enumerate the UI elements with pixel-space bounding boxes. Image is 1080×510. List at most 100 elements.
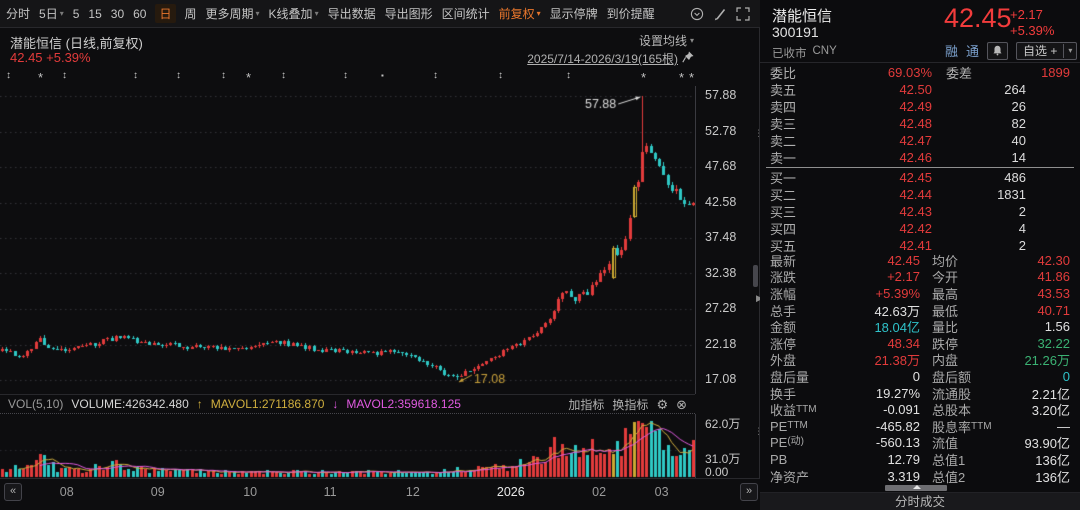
updown-marker-icon[interactable]: ↕ bbox=[281, 70, 286, 81]
toolbar-item-导出数据[interactable]: 导出数据 bbox=[328, 5, 376, 22]
ask-level-label: 卖四 bbox=[770, 100, 797, 115]
ask-price: 42.49 bbox=[899, 99, 932, 114]
bid-row[interactable]: 买五 42.41 2 bbox=[760, 237, 1080, 254]
ask-row[interactable]: 卖一 42.46 14 bbox=[760, 149, 1080, 166]
bid-row[interactable]: 买三 42.43 2 bbox=[760, 203, 1080, 220]
gear-icon[interactable]: ⚙ bbox=[656, 396, 669, 412]
stat-label: 总值1 bbox=[932, 452, 966, 468]
add-to-watchlist-button[interactable]: 自选 + ▾ bbox=[1016, 41, 1078, 60]
stat-label: 流值 bbox=[932, 436, 959, 452]
updown-marker-icon[interactable]: ↕ bbox=[343, 70, 348, 81]
toolbar-item-分时[interactable]: 分时 bbox=[6, 5, 30, 22]
price-change: +2.17 bbox=[1010, 7, 1043, 22]
tab-tick-trades[interactable]: 分时成交 bbox=[760, 492, 1080, 510]
toolbar-item-日[interactable]: 日 bbox=[155, 4, 176, 23]
splitter-handle-dots[interactable]: ⋮ bbox=[754, 426, 763, 436]
bid-row[interactable]: 买一 42.45 486 bbox=[760, 169, 1080, 186]
visible-range-link[interactable]: 2025/7/14-2026/3/19(165根) bbox=[527, 52, 678, 66]
updown-marker-icon[interactable]: ↕ bbox=[498, 70, 503, 81]
stat-value: 19.27% bbox=[875, 385, 920, 401]
stat-label-sup: TTM bbox=[787, 419, 808, 431]
bid-row[interactable]: 买二 42.44 1831 bbox=[760, 186, 1080, 203]
stat-value: 1.56 bbox=[1044, 319, 1070, 335]
toolbar-item-label: K线叠加 bbox=[268, 7, 313, 21]
toolbar-item-15[interactable]: 15 bbox=[88, 7, 101, 21]
updown-marker-icon[interactable]: ↕ bbox=[62, 70, 67, 81]
stat-value: 0 bbox=[912, 368, 920, 384]
toolbar-item-5日[interactable]: 5日 ▾ bbox=[39, 5, 64, 22]
ask-volume: 26 bbox=[1011, 99, 1026, 114]
event-marker-row: ↕ * ↕ ↕ ↕ ↕ * ↕ ↕ ▪ ↕ ↕ ↕ * * * bbox=[0, 66, 695, 86]
toolbar-item-前复权[interactable]: 前复权 ▾ bbox=[499, 5, 541, 22]
updown-marker-icon[interactable]: ↕ bbox=[433, 70, 438, 81]
splitter-handle-dots[interactable]: ⋮ bbox=[754, 128, 763, 138]
stock-name: 潜能恒信 bbox=[772, 8, 833, 25]
updown-marker-icon[interactable]: ↕ bbox=[133, 70, 138, 81]
toolbar-item-5[interactable]: 5 bbox=[73, 7, 80, 21]
stat-label: 涨停 bbox=[770, 336, 797, 352]
bid-level-label: 买三 bbox=[770, 205, 797, 220]
ask-row[interactable]: 卖二 42.47 40 bbox=[760, 132, 1080, 149]
toolbar-item-label: 5日 bbox=[39, 7, 58, 21]
toolbar-item-到价提醒[interactable]: 到价提醒 bbox=[607, 5, 655, 22]
toolbar-item-区间统计[interactable]: 区间统计 bbox=[442, 5, 490, 22]
updown-marker-icon[interactable]: ↕ bbox=[221, 70, 226, 81]
toolbar-item-导出图形[interactable]: 导出图形 bbox=[385, 5, 433, 22]
price-axis: 57.88 52.78 47.68 42.58 37.48 32.38 27.28 22.18… bbox=[695, 86, 759, 394]
stat-label: PE(动) bbox=[770, 435, 805, 451]
ask-volume: 14 bbox=[1011, 150, 1026, 165]
fullscreen-icon[interactable] bbox=[736, 6, 750, 21]
quote-tags-row: 融 通 自选 + ▾ bbox=[945, 41, 1078, 60]
stat-value: 12.79 bbox=[887, 451, 920, 467]
updown-marker-icon[interactable]: ↕ bbox=[6, 70, 11, 81]
panel-collapse-arrow-icon[interactable]: ▶ bbox=[756, 293, 763, 304]
chevron-down-icon: ▾ bbox=[255, 9, 260, 18]
bid-volume: 2 bbox=[1018, 238, 1026, 253]
volume-axis-label: 62.0万 bbox=[705, 417, 741, 431]
updown-marker-icon[interactable]: ↕ bbox=[176, 70, 181, 81]
toolbar-item-30[interactable]: 30 bbox=[111, 7, 124, 21]
scroll-left-button[interactable]: « bbox=[4, 483, 22, 501]
stat-value: 42.63万 bbox=[874, 303, 920, 319]
toolbar-item-显示停牌[interactable]: 显示停牌 bbox=[550, 5, 598, 22]
pin-icon[interactable] bbox=[682, 51, 694, 66]
volume-chart-canvas[interactable] bbox=[0, 414, 695, 478]
ma-settings-dropdown[interactable]: 设置均线 ▾ bbox=[639, 32, 694, 49]
price-axis-label: 37.48 bbox=[705, 230, 737, 244]
toolbar-item-周[interactable]: 周 bbox=[185, 5, 197, 22]
chart-region: 分时 5日 ▾ 5 15 30 60 日周更多周期 ▾ K线叠加 ▾ 导出数据 导出图形 区间统计 前复权 ▾… bbox=[0, 0, 760, 510]
candlestick-chart-canvas[interactable] bbox=[0, 86, 695, 394]
stat-value: 42.45 bbox=[887, 252, 920, 268]
volume-axis: 62.0万 31.0万 0.00 bbox=[695, 414, 759, 479]
ask-row[interactable]: 卖五 42.50 264 bbox=[760, 81, 1080, 98]
drawing-brush-icon[interactable] bbox=[713, 7, 727, 21]
bid-row[interactable]: 买四 42.42 4 bbox=[760, 220, 1080, 237]
alert-clock-icon[interactable] bbox=[690, 7, 704, 21]
chevron-down-icon: ▾ bbox=[689, 36, 694, 45]
toolbar-item-K线叠加[interactable]: K线叠加 ▾ bbox=[269, 5, 319, 22]
square-marker-icon[interactable]: ▪ bbox=[381, 71, 384, 80]
close-circle-icon[interactable]: ⊗ bbox=[676, 396, 687, 412]
star-marker-icon[interactable]: * bbox=[679, 70, 685, 85]
scroll-right-button[interactable]: » bbox=[740, 483, 758, 501]
star-marker-icon[interactable]: * bbox=[689, 70, 695, 85]
star-marker-icon[interactable]: * bbox=[38, 70, 44, 85]
price-alert-bell-button[interactable] bbox=[987, 41, 1009, 60]
ask-row[interactable]: 卖四 42.49 26 bbox=[760, 98, 1080, 115]
stat-label: PB bbox=[770, 451, 788, 467]
splitter-scroll-thumb[interactable] bbox=[753, 265, 758, 287]
order-ratio-row: 委比 69.03% 委差 1899 bbox=[760, 63, 1080, 81]
stat-row: 涨跌 +2.17 今开 41.86 bbox=[760, 269, 1080, 285]
star-marker-icon[interactable]: * bbox=[246, 70, 252, 85]
stat-label: 换手 bbox=[770, 386, 797, 402]
ask-row[interactable]: 卖三 42.48 82 bbox=[760, 115, 1080, 132]
toolbar-item-60[interactable]: 60 bbox=[133, 7, 146, 21]
switch-indicator-button[interactable]: 换指标 bbox=[612, 397, 649, 412]
toolbar-item-更多周期[interactable]: 更多周期 ▾ bbox=[206, 5, 260, 22]
bid-price: 42.43 bbox=[899, 204, 932, 219]
updown-marker-icon[interactable]: ↕ bbox=[566, 70, 571, 81]
stat-label: 流通股 bbox=[932, 386, 972, 402]
add-indicator-button[interactable]: 加指标 bbox=[568, 397, 605, 412]
margin-tag: 融 bbox=[945, 44, 959, 59]
star-marker-icon[interactable]: * bbox=[641, 70, 647, 85]
